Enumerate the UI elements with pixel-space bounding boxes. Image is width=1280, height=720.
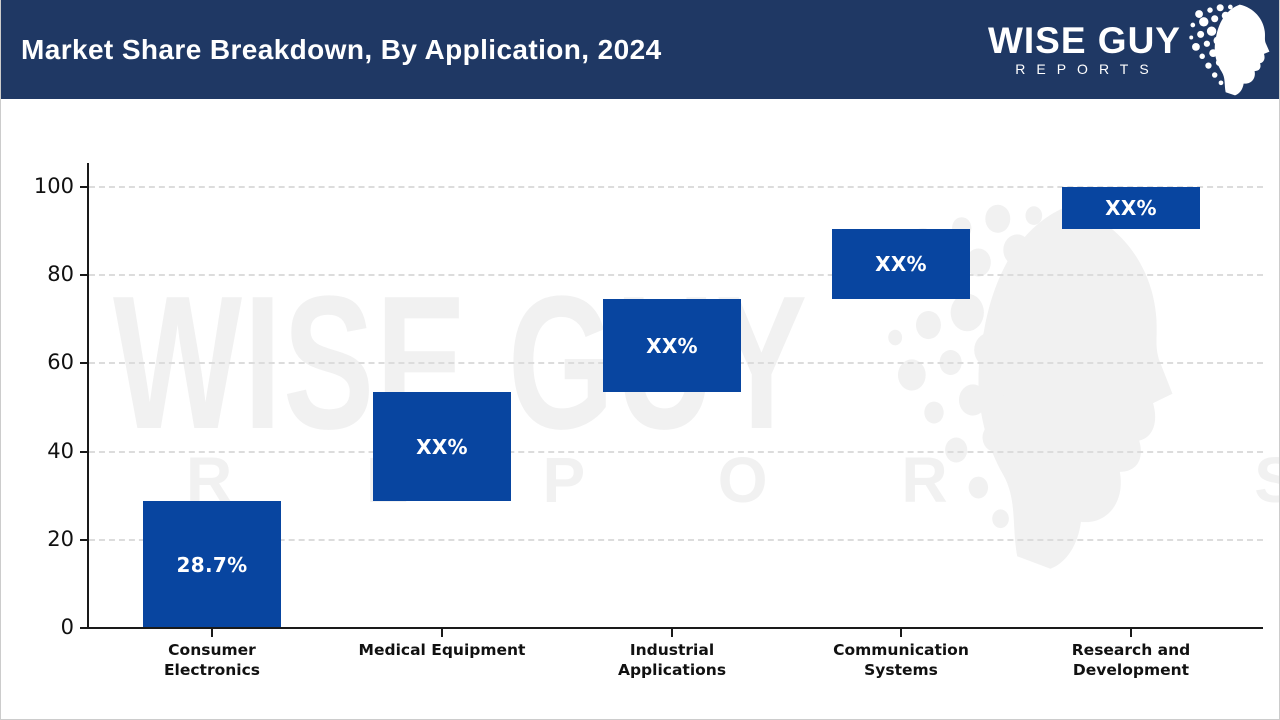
x-axis-label-line: Research and	[1071, 641, 1191, 659]
bar-value-label: XX%	[1105, 196, 1157, 220]
x-axis-label-communication-systems: Communication Systems	[786, 640, 1016, 680]
logo-wordmark: WISE GUY	[987, 20, 1181, 61]
watermark-face-icon	[888, 204, 1173, 569]
y-tick-mark	[80, 274, 88, 276]
wise-guy-logo: WISE GUY REPORTS	[987, 3, 1279, 97]
y-tick-label-20: 20	[47, 527, 74, 551]
x-tick-mark	[671, 629, 673, 637]
y-tick-mark	[80, 627, 88, 629]
y-tick-label-40: 40	[47, 439, 74, 463]
x-tick-mark	[900, 629, 902, 637]
logo-text: WISE GUY REPORTS	[987, 20, 1181, 78]
gridline-80	[89, 274, 1263, 276]
y-tick-mark	[80, 451, 88, 453]
x-axis-label-line: Development	[1072, 661, 1190, 679]
logo-subtitle: REPORTS	[1015, 61, 1160, 77]
x-tick-mark	[1130, 629, 1132, 637]
x-axis-label-line: Electronics	[163, 661, 261, 679]
page-title: Market Share Breakdown, By Application, …	[21, 33, 662, 65]
x-axis-label-consumer-electronics: Consumer Electronics	[97, 640, 327, 680]
header-bar: Market Share Breakdown, By Application, …	[1, 0, 1279, 99]
bar-value-label: XX%	[875, 252, 927, 276]
bar-research-development: XX%	[1062, 187, 1200, 229]
bar-value-label: 28.7%	[176, 552, 248, 577]
face-profile-icon	[1189, 3, 1270, 95]
gridline-20	[89, 539, 1263, 541]
y-tick-mark	[80, 539, 88, 541]
y-tick-mark	[80, 362, 88, 364]
x-axis-label-industrial-applications: Industrial Applications	[557, 640, 787, 680]
x-axis-label-line: Communication	[833, 641, 969, 659]
x-tick-mark	[441, 629, 443, 637]
bar-industrial-applications: XX%	[603, 299, 741, 392]
y-tick-label-80: 80	[47, 262, 74, 286]
y-tick-label-0: 0	[60, 615, 74, 639]
gridline-40	[89, 451, 1263, 453]
x-axis-label-medical-equipment: Medical Equipment	[327, 640, 557, 660]
x-axis-label-research-development: Research and Development	[1016, 640, 1246, 680]
bar-consumer-electronics: 28.7%	[143, 501, 281, 628]
y-tick-label-100: 100	[33, 174, 74, 198]
y-tick-mark	[80, 186, 88, 188]
x-axis-label-line: Applications	[617, 661, 727, 679]
bar-communication-systems: XX%	[832, 229, 970, 299]
gridline-100	[89, 186, 1263, 188]
y-axis-line	[87, 163, 89, 629]
x-tick-mark	[211, 629, 213, 637]
x-axis-line	[87, 627, 1263, 629]
x-axis-label-line: Industrial	[629, 641, 715, 659]
bar-medical-equipment: XX%	[373, 392, 511, 501]
x-axis-label-line: Systems	[864, 661, 938, 679]
bar-value-label: XX%	[416, 434, 468, 459]
x-axis-label-line: Medical Equipment	[358, 641, 526, 659]
x-axis-label-line: Consumer	[168, 641, 256, 659]
bar-value-label: XX%	[646, 333, 698, 358]
y-tick-label-60: 60	[47, 350, 74, 374]
